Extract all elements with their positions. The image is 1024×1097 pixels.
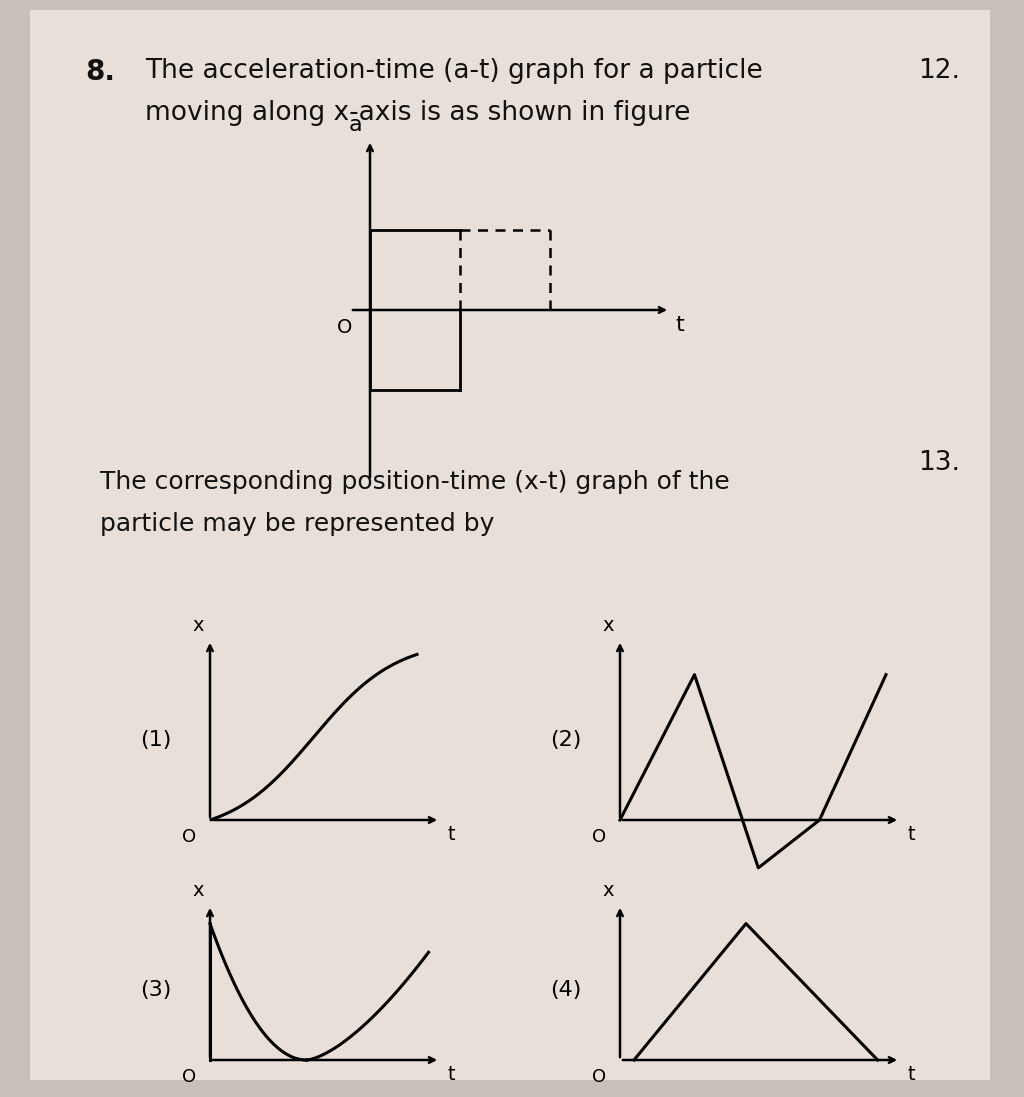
- Text: The acceleration-time (a-t) graph for a particle: The acceleration-time (a-t) graph for a …: [145, 58, 763, 84]
- FancyBboxPatch shape: [30, 10, 990, 1081]
- Text: a: a: [348, 115, 361, 135]
- Text: (4): (4): [550, 980, 582, 1000]
- Text: 12.: 12.: [918, 58, 961, 84]
- Text: The corresponding position-time (x-t) graph of the: The corresponding position-time (x-t) gr…: [100, 470, 730, 494]
- Text: t: t: [908, 825, 915, 844]
- Text: (1): (1): [140, 730, 171, 750]
- Text: O: O: [592, 828, 606, 846]
- Text: t: t: [449, 1065, 456, 1084]
- Text: O: O: [592, 1068, 606, 1086]
- Text: 8.: 8.: [85, 58, 115, 86]
- Text: x: x: [602, 881, 613, 900]
- Text: x: x: [193, 881, 204, 900]
- Text: O: O: [182, 828, 196, 846]
- Text: t: t: [675, 315, 684, 335]
- Text: (3): (3): [140, 980, 171, 1000]
- Text: (2): (2): [550, 730, 582, 750]
- Text: O: O: [337, 318, 352, 337]
- Text: O: O: [182, 1068, 196, 1086]
- Text: particle may be represented by: particle may be represented by: [100, 512, 495, 536]
- Text: x: x: [193, 617, 204, 635]
- Text: t: t: [449, 825, 456, 844]
- Text: t: t: [908, 1065, 915, 1084]
- Text: moving along x-axis is as shown in figure: moving along x-axis is as shown in figur…: [145, 100, 690, 126]
- Text: 13.: 13.: [918, 450, 961, 476]
- Text: x: x: [602, 617, 613, 635]
